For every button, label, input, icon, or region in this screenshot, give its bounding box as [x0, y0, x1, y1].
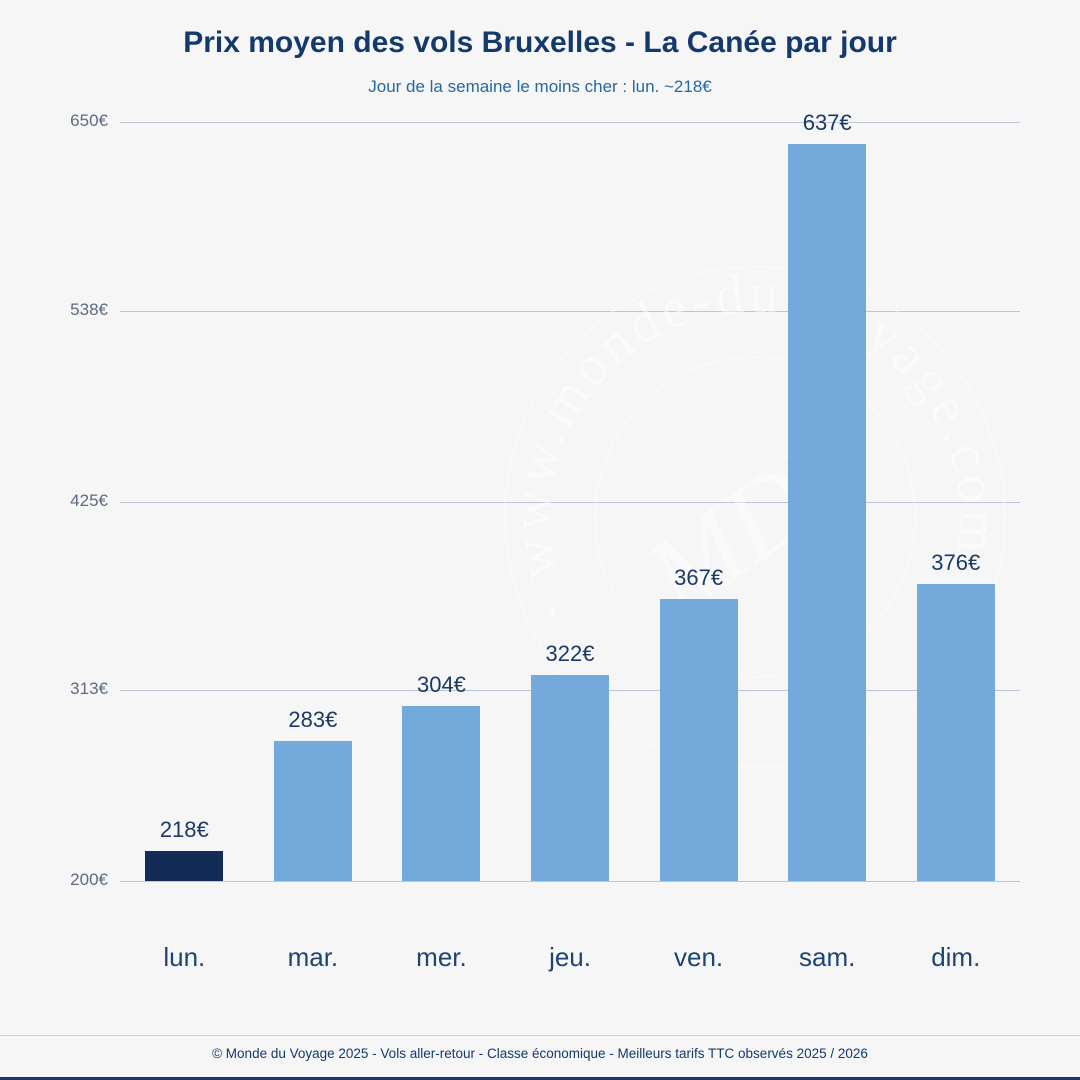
bar-group-jeu: 322€: [506, 641, 635, 881]
chart-title: Prix moyen des vols Bruxelles - La Canée…: [183, 26, 897, 59]
gridline: [120, 122, 1020, 123]
bar: [273, 741, 352, 881]
gridline: [120, 501, 1020, 503]
bar: [402, 705, 481, 881]
bar-value-label: 637€: [802, 109, 852, 135]
footer-bottom-bar: [0, 1077, 1080, 1080]
bar: [916, 584, 995, 881]
y-tick-label: 538€: [70, 299, 108, 319]
bar-value-label: 376€: [931, 550, 981, 576]
y-tick-label: 425€: [70, 490, 108, 510]
x-tick-label: jeu.: [549, 942, 591, 972]
bar-group-mer: 304€: [377, 672, 506, 881]
bar-value-label: 322€: [545, 641, 595, 667]
x-tick-label: dim.: [931, 942, 981, 972]
y-tick-label: 200€: [70, 870, 108, 889]
bar: [659, 599, 738, 881]
footer-divider: [0, 1035, 1080, 1036]
gridline: [120, 310, 1020, 312]
chart-subtitle: Jour de la semaine le moins cher : lun. …: [368, 77, 712, 96]
bar: [788, 143, 867, 881]
bar: [531, 675, 610, 881]
bar-group-dim: 376€: [891, 550, 1020, 881]
bar-group-mar: 283€: [249, 707, 378, 881]
x-tick-label: lun.: [163, 942, 206, 972]
y-tick-label: 313€: [70, 679, 108, 699]
bar-group-ven: 367€: [634, 565, 763, 881]
bar-group-lun: 218€: [120, 817, 249, 881]
bar-value-label: 283€: [288, 707, 338, 733]
bar: [145, 850, 224, 881]
bar-group-sam: 637€: [763, 110, 892, 881]
x-tick-label: mar.: [287, 942, 339, 972]
bar-value-label: 367€: [674, 565, 724, 591]
footer-text: © Monde du Voyage 2025 - Vols aller-reto…: [212, 1046, 868, 1061]
x-axis-labels: lun. mar. mer. jeu. ven. sam. dim.: [120, 942, 1020, 973]
x-tick-label: ven.: [674, 942, 724, 972]
bar-chart: 650€ 538€ 425€ 313€ 200€ · www.monde-du-voya…: [0, 110, 1080, 889]
bars: 218€ 283€ 304€ 322€ 367€ 637€ 376€: [120, 110, 1020, 881]
gridline: [120, 881, 1020, 882]
x-tick-label: mer.: [416, 942, 467, 972]
bar-value-label: 218€: [159, 816, 209, 842]
y-tick-label: 650€: [70, 111, 108, 130]
x-tick-label: sam.: [799, 942, 856, 972]
bar-value-label: 304€: [416, 671, 466, 697]
